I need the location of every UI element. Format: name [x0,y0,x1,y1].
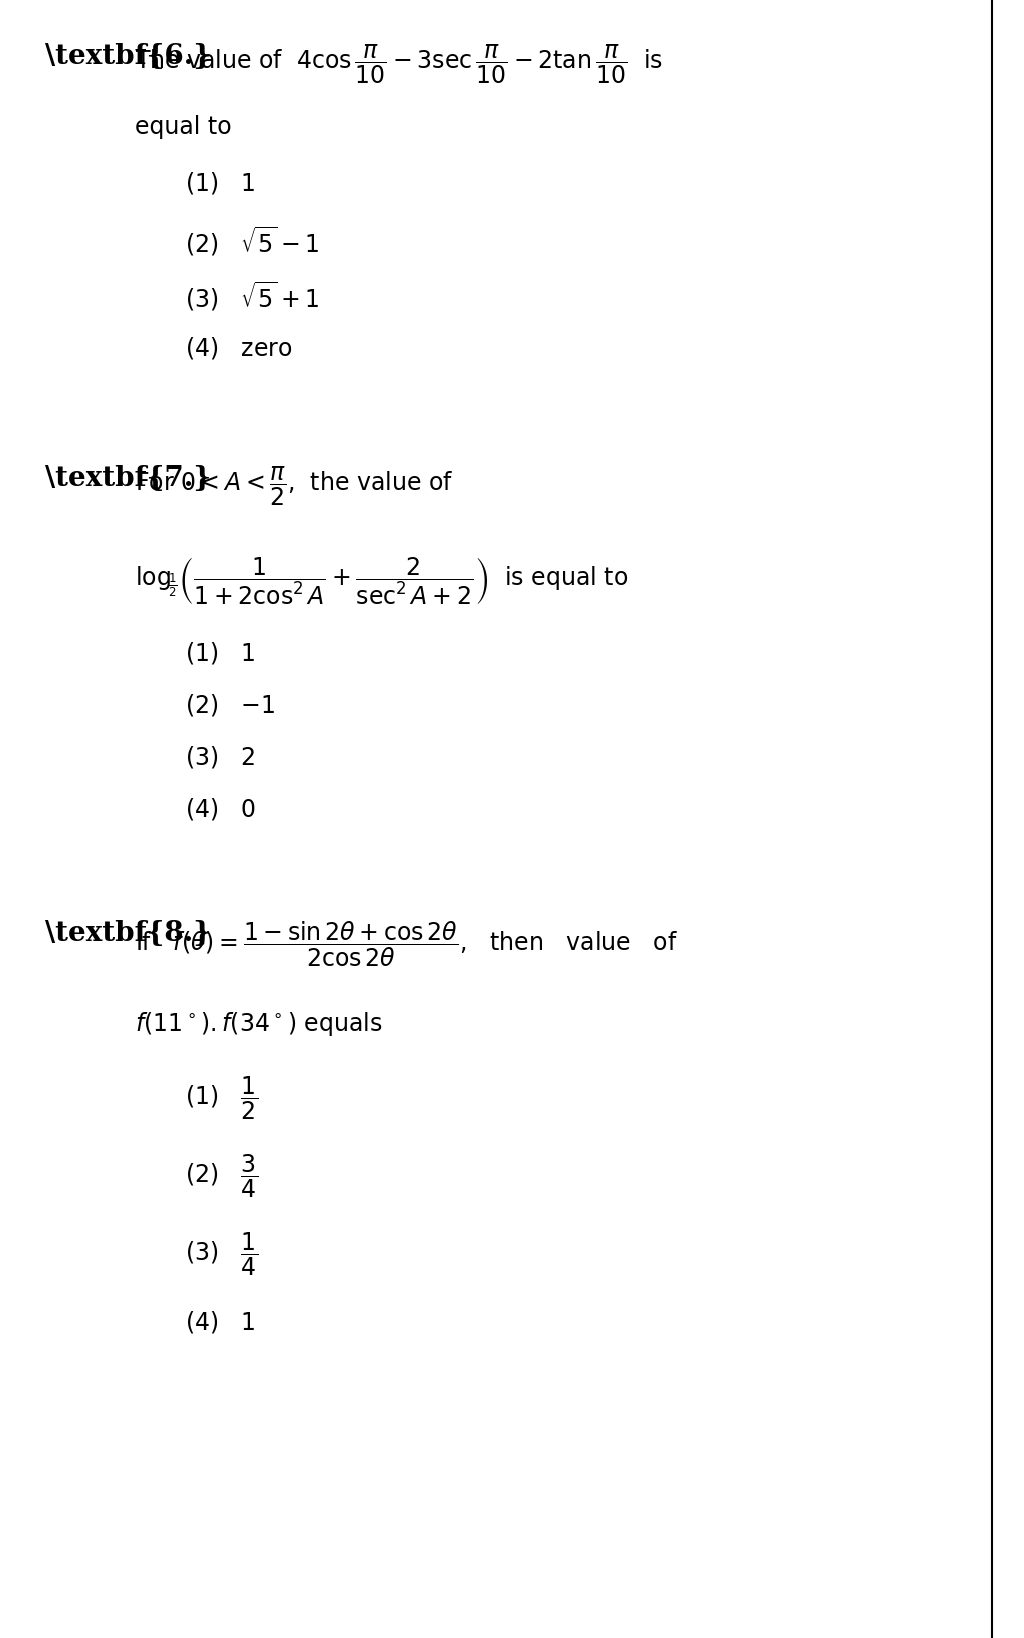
Text: $f(11^\circ).f(34^\circ)$ equals: $f(11^\circ).f(34^\circ)$ equals [135,1011,383,1038]
Text: $(3)$   $2$: $(3)$ $2$ [185,744,256,770]
Text: $(1)$   $1$: $(1)$ $1$ [185,170,256,197]
Text: equal to: equal to [135,115,231,139]
Text: $(1)$   $1$: $(1)$ $1$ [185,640,256,667]
Text: \textbf{7.}: \textbf{7.} [45,465,211,491]
Text: $(4)$   zero: $(4)$ zero [185,336,293,360]
Text: The value of  $4\cos\dfrac{\pi}{10}-3\sec\dfrac{\pi}{10}-2\tan\dfrac{\pi}{10}$  : The value of $4\cos\dfrac{\pi}{10}-3\sec… [135,43,663,87]
Text: $(4)$   $0$: $(4)$ $0$ [185,796,256,822]
Text: $(2)$   $\dfrac{3}{4}$: $(2)$ $\dfrac{3}{4}$ [185,1153,258,1201]
Text: $(1)$   $\dfrac{1}{2}$: $(1)$ $\dfrac{1}{2}$ [185,1075,258,1122]
Text: For $0<A<\dfrac{\pi}{2}$,  the value of: For $0<A<\dfrac{\pi}{2}$, the value of [135,465,454,508]
Text: \textbf{6.}: \textbf{6.} [45,43,211,70]
Text: $(4)$   $1$: $(4)$ $1$ [185,1309,256,1335]
Text: $(2)$   $\sqrt{5}-1$: $(2)$ $\sqrt{5}-1$ [185,224,319,259]
Text: $\log_{\!\frac{1}{2}}\!\left(\dfrac{1}{1+2\cos^2 A}+\dfrac{2}{\sec^2 A+2}\right): $\log_{\!\frac{1}{2}}\!\left(\dfrac{1}{1… [135,555,628,606]
Text: If   $f(\theta)=\dfrac{1-\sin 2\theta+\cos 2\theta}{2\cos 2\theta}$,   then   va: If $f(\theta)=\dfrac{1-\sin 2\theta+\cos… [135,921,678,970]
Text: $(2)$   $-1$: $(2)$ $-1$ [185,691,275,717]
Text: \textbf{8.}: \textbf{8.} [45,921,211,947]
Text: $(3)$   $\dfrac{1}{4}$: $(3)$ $\dfrac{1}{4}$ [185,1232,258,1278]
Text: $(3)$   $\sqrt{5}+1$: $(3)$ $\sqrt{5}+1$ [185,280,319,313]
